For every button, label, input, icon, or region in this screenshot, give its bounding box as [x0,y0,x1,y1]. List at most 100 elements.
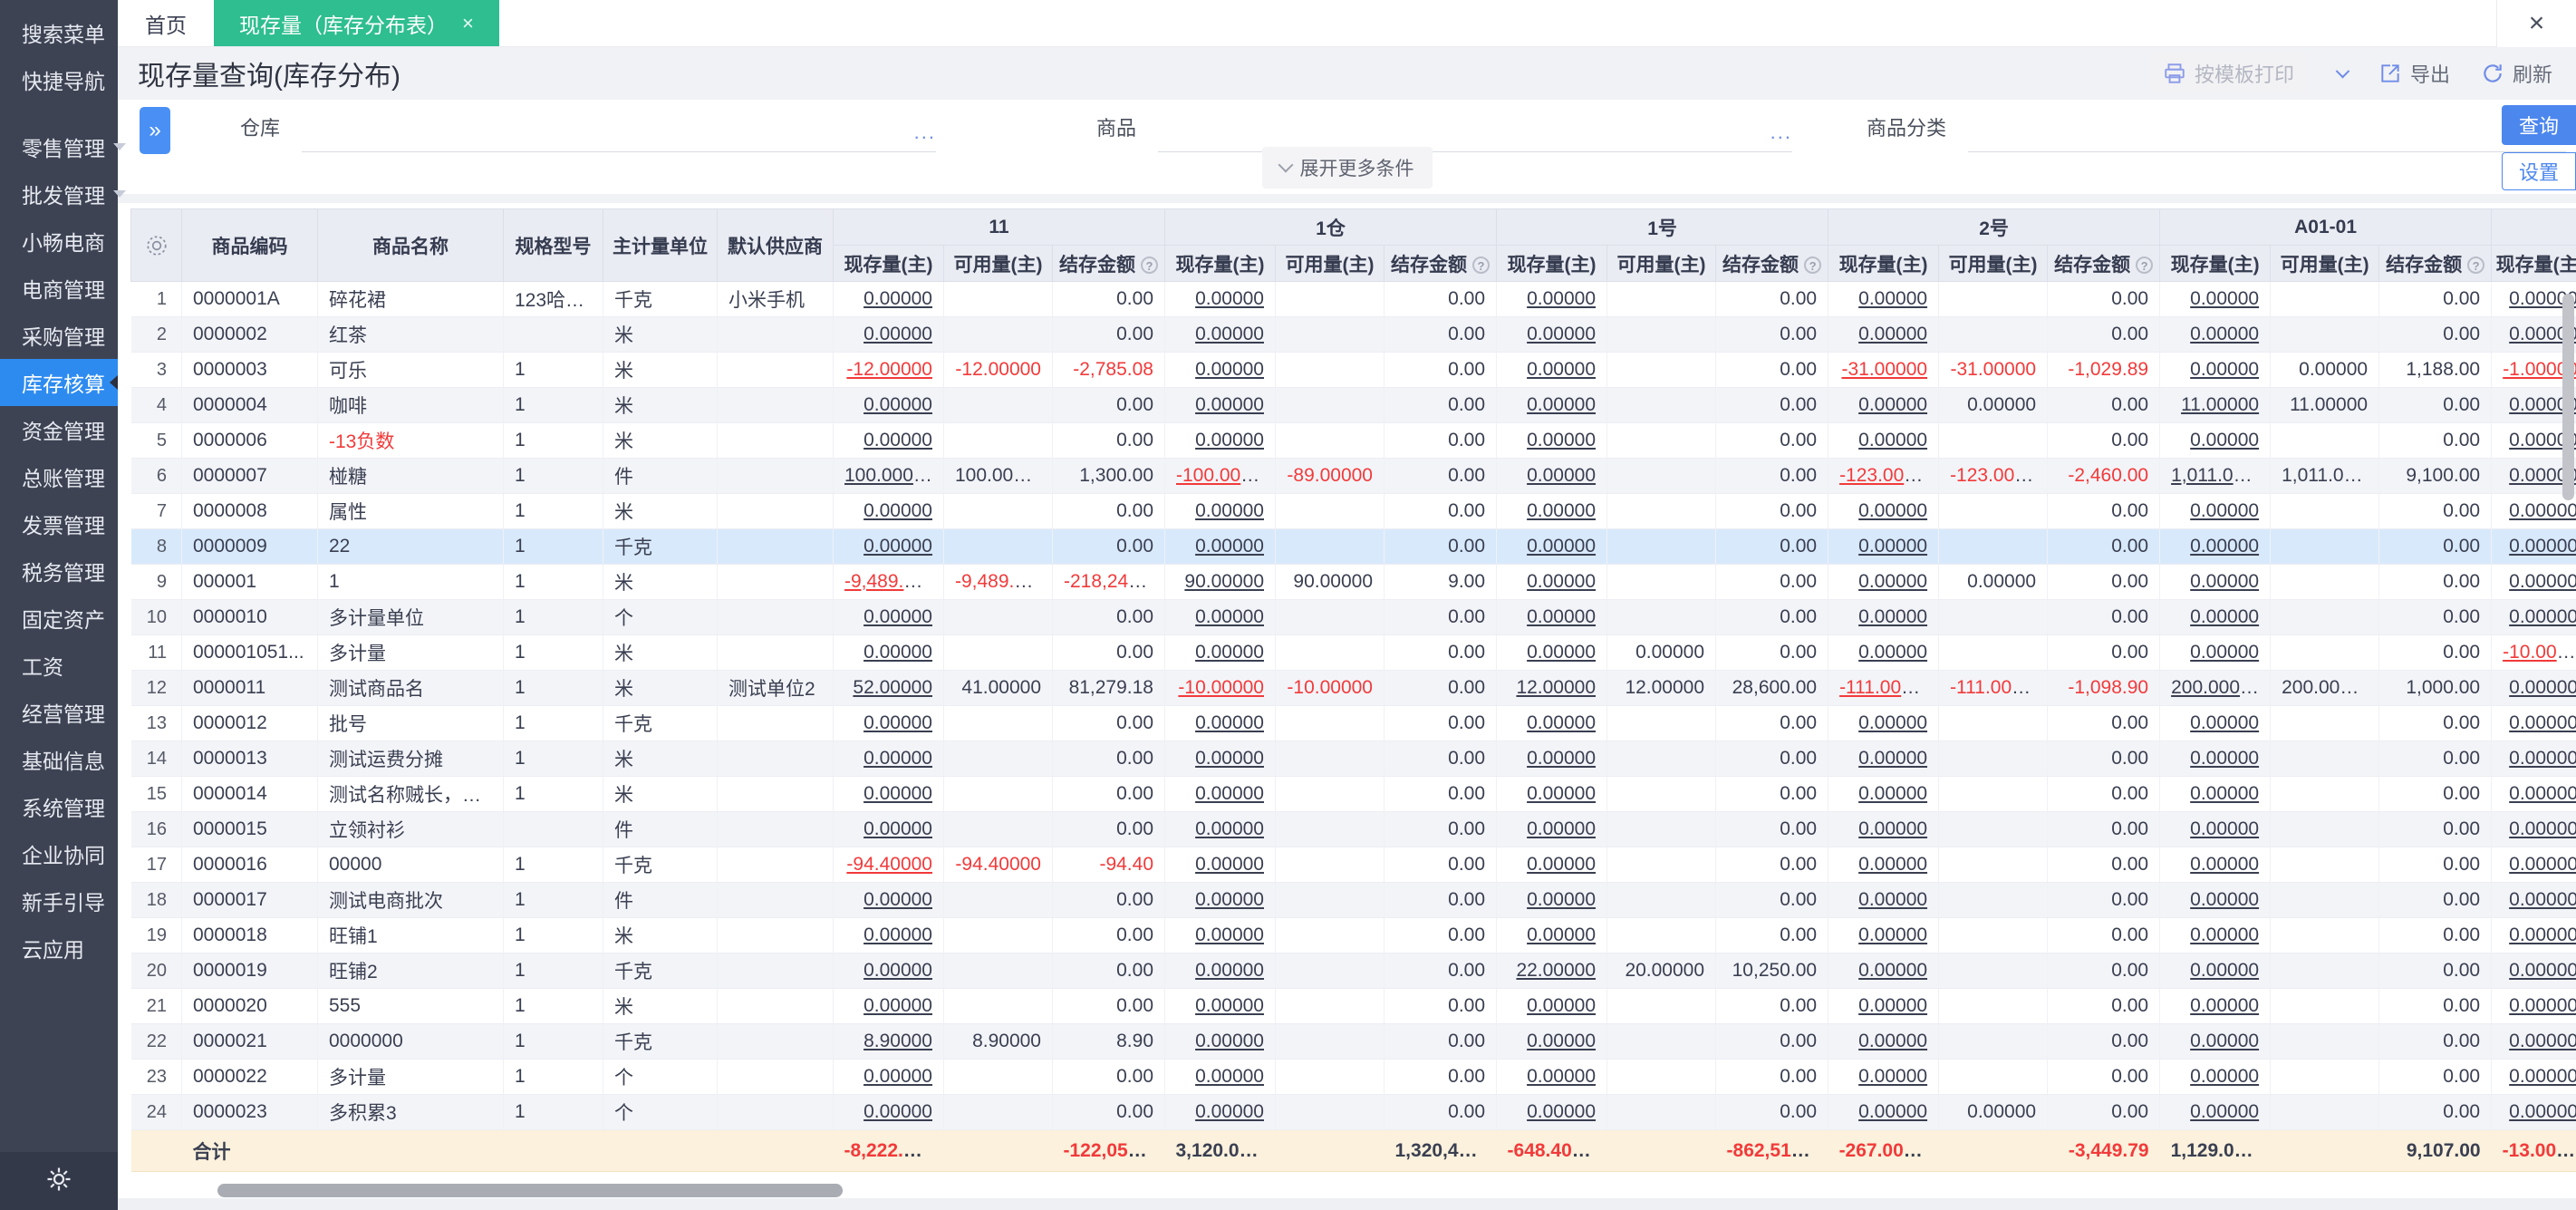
table-row[interactable]: 23 0000022 多计量 1 个 0.00000 0.00 0.00000 0.00 0.00… [130,1059,2576,1095]
fixed-column-header-4[interactable]: 默认供应商 [717,208,834,282]
stock-qty-link[interactable]: 0.00000 [863,748,932,769]
table-row[interactable]: 18 0000017 测试电商批次 1 件 0.00000 0.00 0.00000 0.00 0… [130,882,2576,918]
stock-qty-link[interactable]: 0.00000 [2190,712,2260,733]
sub-column-header[interactable]: 现存量(主) [1496,245,1608,282]
stock-qty-link[interactable]: 0.00000 [1195,394,1264,415]
stock-qty-link[interactable]: 0.00000 [2190,359,2260,380]
stock-qty-link[interactable]: 0.00000 [1527,1066,1597,1087]
stock-qty-link[interactable]: 0.00000 [2190,430,2260,450]
table-row[interactable]: 24 0000023 多积累3 1 个 0.00000 0.00 0.00000 0.00 0.0… [130,1094,2576,1130]
query-button[interactable]: 查询 [2502,105,2576,145]
table-row[interactable]: 8 0000009 22 1 千克 0.00000 0.00 0.00000 0.00 0.000… [130,528,2576,565]
sub-column-header[interactable]: 现存量(主) [1828,245,1940,282]
stock-qty-link[interactable]: 22.00000 [1516,960,1597,981]
help-icon[interactable]: ? [1804,257,1822,275]
stock-qty-link[interactable]: 0.00000 [1858,536,1928,557]
sidebar-item-8[interactable]: 资金管理 [0,406,118,453]
stock-qty-link[interactable]: 0.00000 [2509,712,2576,733]
stock-qty-link[interactable]: 0.00000 [1195,500,1264,521]
stock-qty-link[interactable]: 0.00000 [1527,465,1597,486]
stock-qty-link[interactable]: 0.00000 [1527,889,1597,910]
sidebar-item-3[interactable]: 批发管理 [0,170,126,218]
sidebar-item-0[interactable]: 搜索菜单 [0,9,118,56]
table-row[interactable]: 21 0000020 555 1 米 0.00000 0.00 0.00000 0.00 0.00… [130,988,2576,1024]
sidebar-item-16[interactable]: 系统管理 [0,783,118,830]
warehouse-group-header-4[interactable]: A01-01 [2159,208,2493,246]
stock-qty-link[interactable]: 0.00000 [1527,854,1597,875]
table-row[interactable]: 16 0000015 立领衬衫 件 0.00000 0.00 0.00000 0.00 0.00… [130,811,2576,847]
stock-qty-link[interactable]: 0.00000 [1195,324,1264,344]
window-close-button[interactable]: × [2496,0,2576,47]
stock-qty-link[interactable]: 0.00000 [1858,1101,1928,1122]
warehouse-group-header-5[interactable] [2491,208,2576,246]
sidebar-item-10[interactable]: 发票管理 [0,500,118,547]
sub-column-header[interactable]: 可用量(主) [2270,245,2380,282]
vertical-scrollbar-thumb[interactable] [2562,294,2574,500]
stock-qty-link[interactable]: 0.00000 [2509,1066,2576,1087]
stock-qty-link[interactable]: 0.00000 [1858,818,1928,839]
stock-qty-link[interactable]: 0.00000 [2509,783,2576,804]
stock-qty-link[interactable]: 200.00000 [2171,677,2262,698]
stock-qty-link[interactable]: -12.00000 [846,359,932,380]
stock-qty-link[interactable]: 0.00000 [1195,1031,1264,1051]
warehouse-picker-icon[interactable]: ... [913,121,937,143]
stock-qty-link[interactable]: 0.00000 [2190,818,2260,839]
category-select[interactable] [1968,109,2569,152]
sidebar-item-4[interactable]: 小畅电商 [0,218,118,265]
sidebar-item-2[interactable]: 零售管理 [0,123,126,170]
stock-qty-link[interactable]: 0.00000 [1527,359,1597,380]
sub-column-header[interactable]: 现存量(主) [2491,245,2576,282]
stock-qty-link[interactable]: -10.00000 [1178,677,1264,698]
stock-qty-link[interactable]: -94.40000 [846,854,932,875]
stock-qty-link[interactable]: 0.00000 [863,642,932,663]
stock-qty-link[interactable]: 0.00000 [2190,748,2260,769]
stock-qty-link[interactable]: 0.00000 [2190,324,2260,344]
table-row[interactable]: 6 0000007 椪糖 1 件 100.00000 100.00000 1,300.00 -1… [130,458,2576,494]
stock-qty-link[interactable]: 0.00000 [1195,536,1264,557]
fixed-column-header-0[interactable]: 商品编码 [181,208,318,282]
stock-qty-link[interactable]: -100.00000 [1176,465,1273,486]
tab-home[interactable]: 首页 [118,0,214,46]
help-icon[interactable]: ? [1141,257,1158,275]
stock-qty-link[interactable]: 0.00000 [1858,712,1928,733]
sub-column-header[interactable]: 现存量(主) [1164,245,1276,282]
stock-qty-link[interactable]: 0.00000 [2509,854,2576,875]
stock-qty-link[interactable]: 0.00000 [863,960,932,981]
stock-qty-link[interactable]: 0.00000 [1527,571,1597,592]
sub-column-header[interactable]: 结存金额? [2378,245,2493,282]
stock-qty-link[interactable]: 0.00000 [863,430,932,450]
sidebar-item-7[interactable]: 库存核算 [0,359,118,406]
stock-qty-link[interactable]: 0.00000 [1195,642,1264,663]
stock-qty-link[interactable]: 0.00000 [1858,995,1928,1016]
stock-qty-link[interactable]: 0.00000 [1195,606,1264,627]
table-row[interactable]: 19 0000018 旺铺1 1 米 0.00000 0.00 0.00000 0.00 0.00… [130,917,2576,953]
stock-qty-link[interactable]: 0.00000 [2190,606,2260,627]
stock-qty-link[interactable]: 0.00000 [1858,854,1928,875]
stock-qty-link[interactable]: 0.00000 [863,712,932,733]
stock-qty-link[interactable]: 0.00000 [2190,924,2260,945]
stock-qty-link[interactable]: 11.00000 [2181,394,2260,415]
stock-qty-link[interactable]: 0.00000 [1858,500,1928,521]
stock-qty-link[interactable]: 52.00000 [853,677,932,698]
stock-qty-link[interactable]: 0.00000 [1195,783,1264,804]
warehouse-group-header-0[interactable]: 11 [833,208,1165,246]
settings-button[interactable]: 设置 [2502,152,2576,190]
stock-qty-link[interactable]: 0.00000 [863,995,932,1016]
stock-qty-link[interactable]: 0.00000 [863,288,932,309]
stock-qty-link[interactable]: 0.00000 [1195,995,1264,1016]
stock-qty-link[interactable]: 0.00000 [1195,430,1264,450]
stock-qty-link[interactable]: -31.00000 [1841,359,1928,380]
table-row[interactable]: 10 0000010 多计量单位 1 个 0.00000 0.00 0.00000 0.00 0.… [130,599,2576,635]
stock-qty-link[interactable]: 0.00000 [2509,818,2576,839]
stock-qty-link[interactable]: 0.00000 [2190,889,2260,910]
sidebar-item-1[interactable]: 快捷导航 [0,56,118,103]
stock-qty-link[interactable]: 0.00000 [2190,288,2260,309]
stock-qty-link[interactable]: 0.00000 [1195,748,1264,769]
stock-qty-link[interactable]: 0.00000 [2190,995,2260,1016]
sidebar-item-6[interactable]: 采购管理 [0,312,118,359]
stock-qty-link[interactable]: 0.00000 [863,324,932,344]
stock-qty-link[interactable]: 0.00000 [2509,924,2576,945]
product-picker-icon[interactable]: ... [1770,121,1793,143]
product-input[interactable]: ... [1158,109,1793,152]
